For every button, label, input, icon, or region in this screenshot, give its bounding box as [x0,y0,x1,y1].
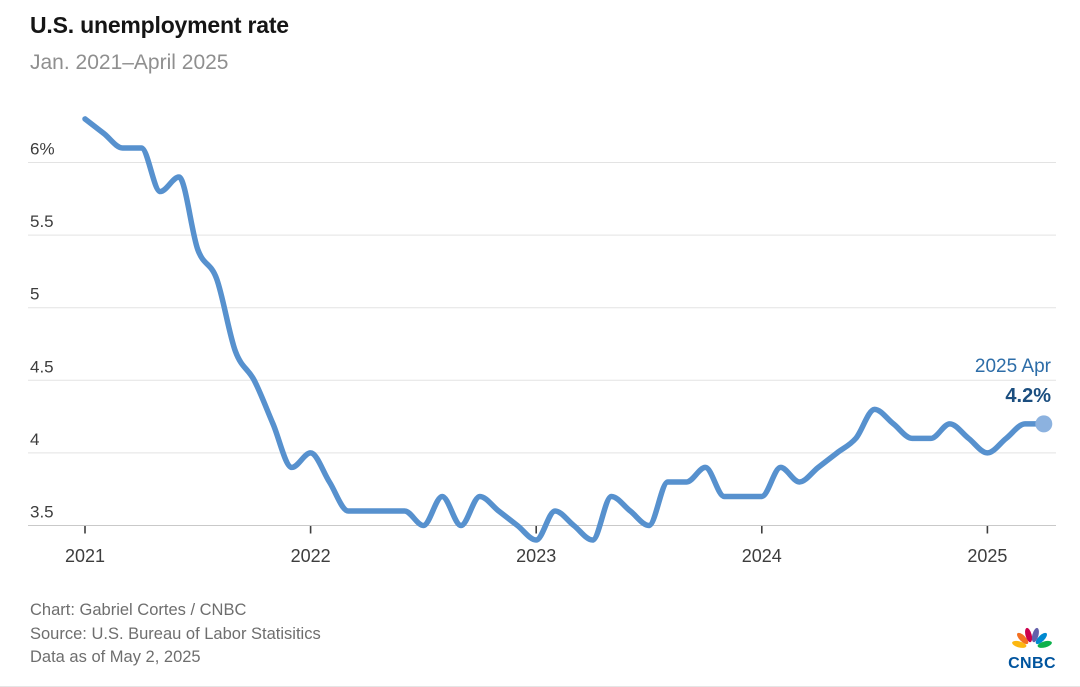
peacock-feather [1037,640,1052,648]
footer-source-line: Source: U.S. Bureau of Labor Statisitics [30,624,321,643]
cnbc-logo: CNBC [1002,622,1062,673]
x-axis-tick-label: 2022 [291,546,331,566]
y-axis-tick-label: 3.5 [30,503,54,522]
x-axis-tick-label: 2025 [967,546,1007,566]
peacock-feather [1031,627,1039,643]
y-axis-tick-label: 4.5 [30,357,54,376]
y-axis-tick-label: 6% [30,140,55,159]
peacock-feather [1025,627,1033,643]
peacock-icon [1012,627,1052,648]
unemployment-trend-line [82,116,1047,543]
footer-credit-line: Chart: Gabriel Cortes / CNBC [30,601,247,619]
annotation-value-label: 4.2% [1005,385,1051,407]
peacock-feather [1012,640,1027,648]
peacock-feather [1017,632,1029,645]
chart-subtitle: Jan. 2021–April 2025 [30,51,229,74]
cnbc-wordmark: CNBC [1008,655,1056,672]
peacock-feather [1035,632,1047,645]
footer: Chart: Gabriel Cortes / CNBC Source: U.S… [30,599,321,670]
y-axis-tick-label: 5 [30,285,39,304]
chart-title: U.S. unemployment rate [30,12,289,38]
x-axis-tick-label: 2024 [742,546,782,566]
chart-header: U.S. unemployment rate Jan. 2021–April 2… [30,12,289,75]
y-axis-tick-label: 4 [30,430,39,449]
x-axis-tick-label: 2021 [65,546,105,566]
footer-asof-line: Data as of May 2, 2025 [30,648,201,666]
y-axis-tick-label: 5.5 [30,212,54,231]
latest-value-annotation: 2025 Apr 4.2% [975,355,1051,408]
latest-point-dot [1035,415,1053,433]
annotation-date-label: 2025 Apr [974,356,1051,377]
x-axis-tick-label: 2023 [516,546,556,566]
